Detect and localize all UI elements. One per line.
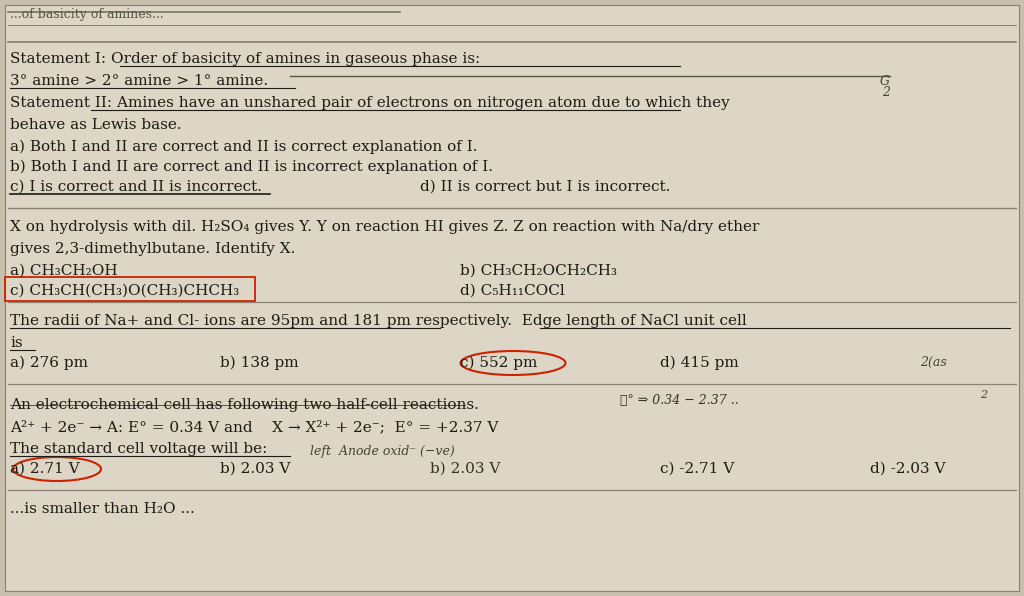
Text: The standard cell voltage will be:: The standard cell voltage will be:: [10, 442, 267, 456]
Text: is: is: [10, 336, 23, 350]
Text: G: G: [880, 75, 890, 88]
Text: b) CH₃CH₂OCH₂CH₃: b) CH₃CH₂OCH₂CH₃: [460, 264, 617, 278]
Text: 3° amine > 2° amine > 1° amine.: 3° amine > 2° amine > 1° amine.: [10, 74, 268, 88]
Text: behave as Lewis base.: behave as Lewis base.: [10, 118, 181, 132]
Text: ℓ° ⇒ 0.34 − 2.37 ..: ℓ° ⇒ 0.34 − 2.37 ..: [620, 394, 738, 407]
Text: ...is smaller than H₂O ...: ...is smaller than H₂O ...: [10, 502, 195, 516]
Text: d) II is correct but I is incorrect.: d) II is correct but I is incorrect.: [420, 180, 671, 194]
Text: a) Both I and II are correct and II is correct explanation of I.: a) Both I and II are correct and II is c…: [10, 140, 477, 154]
Text: c) 552 pm: c) 552 pm: [460, 356, 538, 370]
Text: b) 138 pm: b) 138 pm: [220, 356, 299, 370]
Text: ...of basicity of amines...: ...of basicity of amines...: [10, 8, 164, 21]
Text: b) Both I and II are correct and II is incorrect explanation of I.: b) Both I and II are correct and II is i…: [10, 160, 493, 175]
Text: d) C₅H₁₁COCl: d) C₅H₁₁COCl: [460, 284, 565, 298]
FancyBboxPatch shape: [5, 5, 1019, 591]
Text: A²⁺ + 2e⁻ → A: E° = 0.34 V and    X → X²⁺ + 2e⁻;  E° = +2.37 V: A²⁺ + 2e⁻ → A: E° = 0.34 V and X → X²⁺ +…: [10, 420, 499, 434]
Text: d) -2.03 V: d) -2.03 V: [870, 462, 945, 476]
Text: c) I is correct and II is incorrect.: c) I is correct and II is incorrect.: [10, 180, 262, 194]
Text: left  Anode oxid⁻ (−ve): left Anode oxid⁻ (−ve): [310, 445, 455, 458]
Text: The radii of Na+ and Cl- ions are 95pm and 181 pm respectively.  Edge length of : The radii of Na+ and Cl- ions are 95pm a…: [10, 314, 746, 328]
Text: 2: 2: [882, 86, 890, 99]
Text: a) CH₃CH₂OH: a) CH₃CH₂OH: [10, 264, 118, 278]
Text: X on hydrolysis with dil. H₂SO₄ gives Y. Y on reaction HI gives Z. Z on reaction: X on hydrolysis with dil. H₂SO₄ gives Y.…: [10, 220, 760, 234]
Text: 2(as: 2(as: [920, 356, 947, 369]
Text: c) CH₃CH(CH₃)O(CH₃)CHCH₃: c) CH₃CH(CH₃)O(CH₃)CHCH₃: [10, 284, 240, 298]
Text: 2: 2: [980, 390, 987, 400]
Text: d) 415 pm: d) 415 pm: [660, 356, 738, 370]
Text: c) -2.71 V: c) -2.71 V: [660, 462, 734, 476]
Text: b) 2.03 V: b) 2.03 V: [220, 462, 291, 476]
Text: Statement I: Order of basicity of amines in gaseous phase is:: Statement I: Order of basicity of amines…: [10, 52, 480, 66]
Text: gives 2,3-dimethylbutane. Identify X.: gives 2,3-dimethylbutane. Identify X.: [10, 242, 295, 256]
Text: b) 2.03 V: b) 2.03 V: [430, 462, 501, 476]
Text: An electrochemical cell has following two half-cell reactions.: An electrochemical cell has following tw…: [10, 398, 479, 412]
Text: a) 276 pm: a) 276 pm: [10, 356, 88, 370]
Text: a) 2.71 V: a) 2.71 V: [10, 462, 80, 476]
Text: Statement II: Amines have an unshared pair of electrons on nitrogen atom due to : Statement II: Amines have an unshared pa…: [10, 96, 730, 110]
